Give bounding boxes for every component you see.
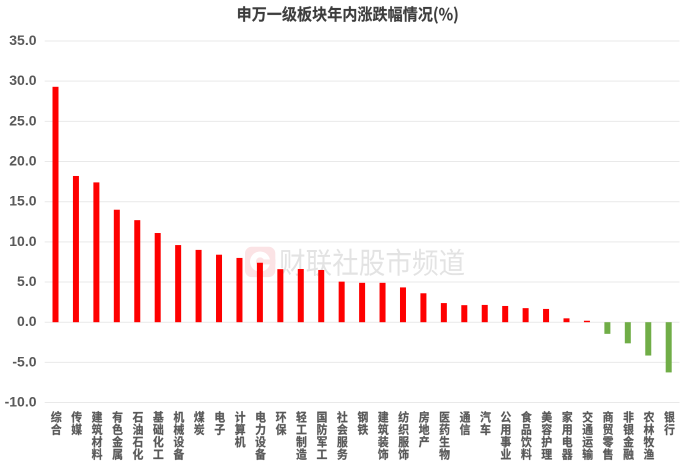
svg-text:-5.0: -5.0 xyxy=(12,353,36,369)
svg-text:25.0: 25.0 xyxy=(9,112,36,128)
svg-text:35.0: 35.0 xyxy=(9,32,36,48)
svg-text:30.0: 30.0 xyxy=(9,72,36,88)
svg-text:15.0: 15.0 xyxy=(9,193,36,209)
svg-text:0.0: 0.0 xyxy=(17,313,37,329)
svg-text:-10.0: -10.0 xyxy=(5,394,37,410)
svg-text:10.0: 10.0 xyxy=(9,233,36,249)
svg-text:5.0: 5.0 xyxy=(17,273,37,289)
svg-text:20.0: 20.0 xyxy=(9,153,36,169)
